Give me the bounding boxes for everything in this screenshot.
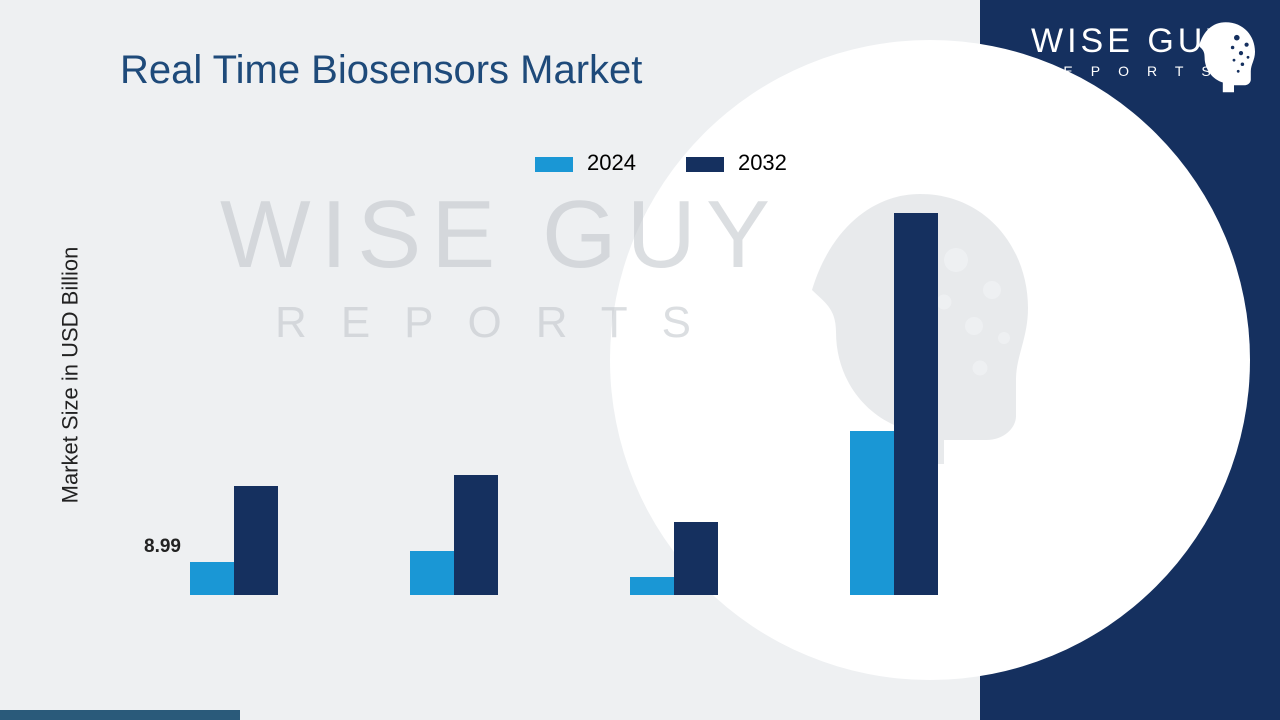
chart: Market Size in USD Billion 2024 2032 8.9… (55, 165, 995, 635)
brand-logo: WISE GUY REPORTS (1002, 22, 1262, 79)
bar (190, 562, 234, 595)
plot-area: 8.99ElectrochemicalSensorsOpticalSensors… (110, 195, 980, 595)
bar (894, 213, 938, 595)
legend-swatch-2032 (686, 157, 724, 172)
bottom-accent-bar (0, 710, 240, 720)
legend-item: 2024 (535, 150, 636, 176)
value-label: 8.99 (144, 536, 181, 558)
page: WISE GUY REPORTS WISE GUY REPORTS Real T… (0, 0, 1280, 720)
bar (850, 431, 894, 595)
bar (674, 522, 718, 595)
bar (410, 551, 454, 595)
brand-head-icon (1192, 18, 1262, 98)
legend-swatch-2024 (535, 157, 573, 172)
bar (454, 475, 498, 595)
bar (234, 486, 278, 595)
bar (630, 577, 674, 595)
y-axis-label: Market Size in USD Billion (55, 165, 85, 585)
legend: 2024 2032 (535, 150, 787, 176)
page-title: Real Time Biosensors Market (120, 48, 642, 93)
legend-label: 2024 (587, 150, 636, 175)
legend-label: 2032 (738, 150, 787, 175)
legend-item: 2032 (686, 150, 787, 176)
